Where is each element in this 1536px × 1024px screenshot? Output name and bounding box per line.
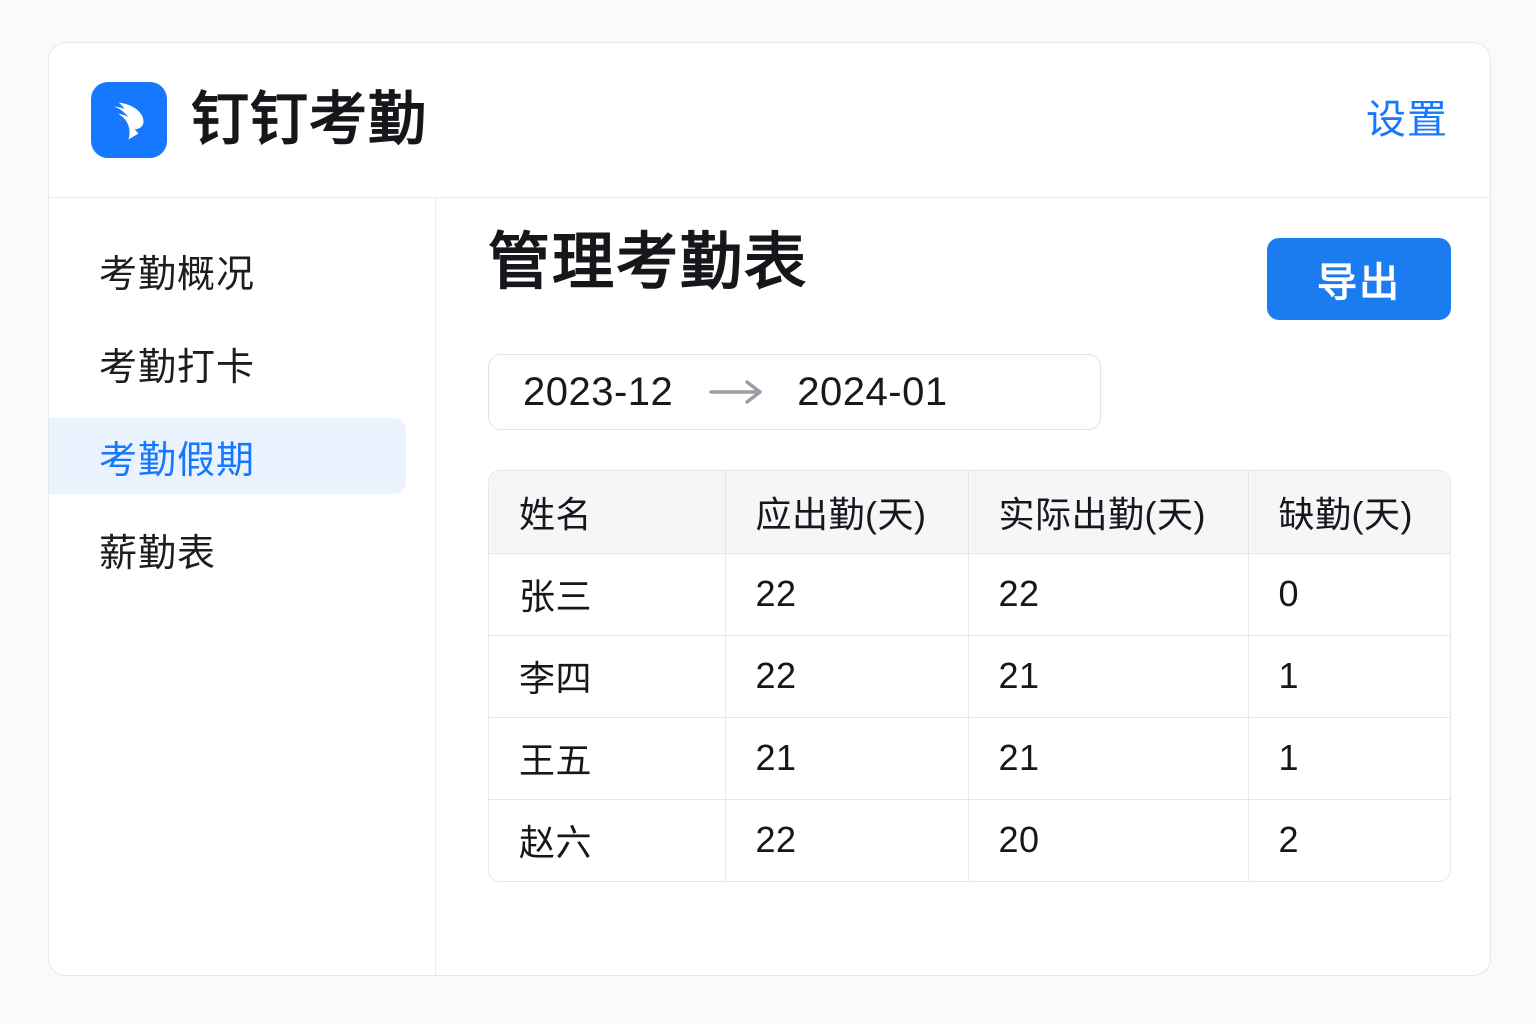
page-title: 管理考勤表	[488, 228, 809, 297]
table-row[interactable]: 李四 22 21 1	[489, 635, 1450, 718]
date-range-end[interactable]: 2024-01	[797, 369, 948, 414]
date-range-start[interactable]: 2023-12	[523, 369, 674, 414]
cell-due: 21	[725, 717, 969, 800]
column-header-name: 姓名	[489, 471, 726, 554]
cell-actual: 21	[968, 635, 1249, 718]
app-body: 考勤概况 考勤打卡 考勤假期 薪勤表 管理考勤表 导出 2023-12	[49, 198, 1490, 975]
table-header: 姓名 应出勤(天) 实际出勤(天) 缺勤(天)	[489, 471, 1450, 554]
date-range-picker[interactable]: 2023-12 2024-01	[488, 354, 1101, 430]
sidebar-item-attendance-overview[interactable]: 考勤概况	[49, 232, 406, 308]
content-header: 管理考勤表 导出	[488, 228, 1451, 320]
sidebar-item-label: 薪勤表	[99, 532, 217, 575]
attendance-table: 姓名 应出勤(天) 实际出勤(天) 缺勤(天) 张三 22 22 0	[489, 471, 1450, 881]
sidebar-item-label: 考勤假期	[99, 439, 256, 482]
cell-absent: 2	[1278, 819, 1300, 861]
cell-absent: 0	[1248, 553, 1450, 636]
main-content: 管理考勤表 导出 2023-12 2024-01 姓名	[436, 198, 1490, 975]
table-row[interactable]: 王五 21 21 1	[489, 717, 1450, 800]
cell-due: 22	[725, 799, 969, 881]
cell-actual: 20	[968, 799, 1249, 881]
table-row[interactable]: 赵六 22 20 2	[489, 799, 1450, 881]
dingtalk-wing-icon	[91, 82, 167, 158]
app-header: 钉钉考勤 设置	[49, 43, 1490, 198]
cell-actual: 22	[968, 553, 1249, 636]
cell-name: 张三	[489, 553, 726, 636]
cell-due: 22	[725, 635, 969, 718]
cell-absent: 1	[1248, 717, 1450, 800]
table-header-row: 姓名 应出勤(天) 实际出勤(天) 缺勤(天)	[489, 471, 1450, 554]
sidebar-item-attendance-punch[interactable]: 考勤打卡	[49, 325, 406, 401]
sidebar-item-label: 考勤打卡	[99, 346, 256, 389]
sidebar: 考勤概况 考勤打卡 考勤假期 薪勤表	[49, 198, 436, 975]
brand: 钉钉考勤	[91, 82, 427, 158]
table-row[interactable]: 张三 22 22 0	[489, 553, 1450, 636]
column-header-due: 应出勤(天)	[725, 471, 969, 554]
column-header-absent: 缺勤(天)	[1248, 471, 1450, 554]
sidebar-item-payroll-sheet[interactable]: 薪勤表	[49, 511, 406, 587]
cell-actual: 21	[968, 717, 1249, 800]
cell-name: 李四	[489, 635, 726, 718]
cell-name: 王五	[489, 717, 726, 800]
attendance-table-wrapper: 姓名 应出勤(天) 实际出勤(天) 缺勤(天) 张三 22 22 0	[488, 470, 1451, 882]
table-body: 张三 22 22 0 李四 22 21 1 王五	[489, 553, 1450, 881]
arrow-right-icon	[709, 379, 767, 405]
cell-due: 22	[725, 553, 969, 636]
cell-name: 赵六	[489, 799, 726, 881]
settings-link[interactable]: 设置	[1366, 98, 1448, 142]
sidebar-item-attendance-leave[interactable]: 考勤假期	[49, 418, 406, 494]
sidebar-item-label: 考勤概况	[99, 253, 256, 296]
column-header-actual: 实际出勤(天)	[968, 471, 1249, 554]
cell-absent: 1	[1248, 635, 1450, 718]
export-button[interactable]: 导出	[1267, 238, 1451, 320]
app-title: 钉钉考勤	[191, 87, 428, 152]
app-card: 钉钉考勤 设置 考勤概况 考勤打卡 考勤假期 薪勤表 管理考勤表 导出	[48, 42, 1491, 976]
